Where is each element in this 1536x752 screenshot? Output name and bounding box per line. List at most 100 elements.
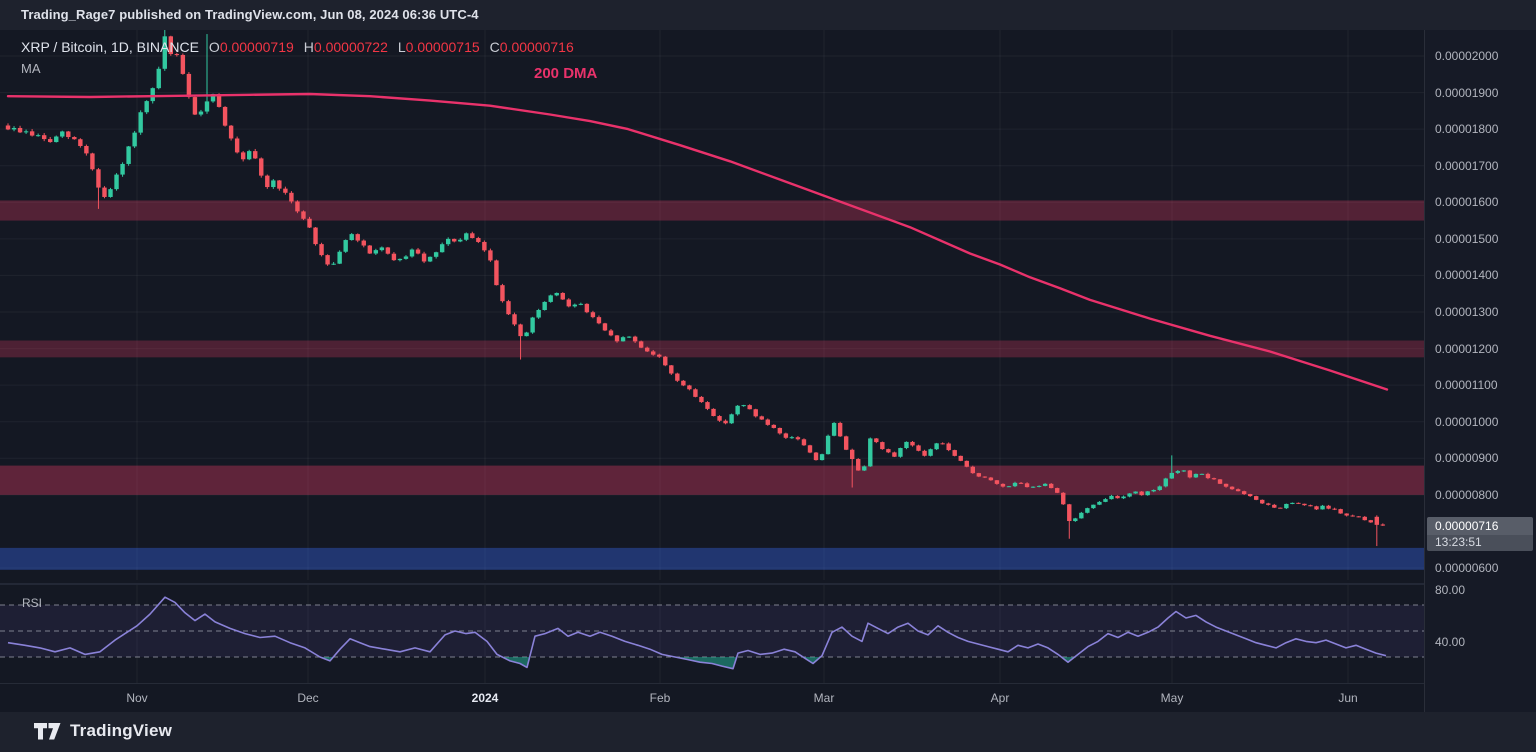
badge-price: 0.00000716 xyxy=(1427,516,1533,535)
candle-body xyxy=(1368,520,1373,523)
candle-body xyxy=(512,314,517,325)
candle-body xyxy=(777,427,783,434)
candle-body xyxy=(1332,508,1337,510)
price-tick-label: 0.00000900 xyxy=(1435,451,1499,466)
candle-body xyxy=(415,249,421,254)
candle-body xyxy=(60,131,65,137)
candle-body xyxy=(385,247,391,254)
candle-body xyxy=(850,449,855,460)
time-label-jun: Jun xyxy=(1338,691,1358,705)
candle-body xyxy=(1193,473,1199,478)
candle-body xyxy=(506,301,511,315)
candle-body xyxy=(1169,472,1174,479)
candle-body xyxy=(439,244,445,253)
time-label-feb: Feb xyxy=(649,691,671,705)
candle-body xyxy=(1061,492,1066,505)
candle-body xyxy=(542,301,547,311)
time-axis[interactable]: Nov Dec 2024 Feb Mar Apr May Jun xyxy=(0,683,1424,713)
time-label-nov: Nov xyxy=(126,691,148,705)
candle-body xyxy=(102,187,107,197)
candle-body xyxy=(126,146,131,164)
candle-body xyxy=(283,188,288,193)
candle-body xyxy=(1091,504,1096,509)
candle-body xyxy=(421,253,427,262)
candle-body xyxy=(397,258,403,261)
candle-body xyxy=(687,385,692,390)
candle-body xyxy=(234,138,240,153)
candle-body xyxy=(464,233,469,240)
candle-body xyxy=(192,97,198,115)
candle-body xyxy=(886,449,891,453)
candle-body xyxy=(295,201,300,212)
candle-body xyxy=(602,323,608,331)
candle-body xyxy=(17,127,23,133)
candle-body xyxy=(1073,518,1078,522)
candle-body xyxy=(1012,482,1018,487)
candle-body xyxy=(952,450,957,456)
candle-body xyxy=(168,36,174,55)
candle-body xyxy=(1048,483,1054,489)
candle-body xyxy=(247,151,252,160)
candle-body xyxy=(819,454,825,461)
candle-body xyxy=(379,247,385,251)
ma-200-line xyxy=(6,92,1389,391)
rsi-pane[interactable] xyxy=(0,583,1424,685)
candle-body xyxy=(916,445,921,451)
candle-body xyxy=(518,324,523,337)
candle-body xyxy=(862,466,867,471)
time-label-mar: Mar xyxy=(813,691,835,705)
candle-body xyxy=(1139,491,1144,496)
candle-body xyxy=(837,422,843,437)
candle-body xyxy=(735,405,740,415)
candle-body xyxy=(904,441,909,449)
candle-body xyxy=(210,94,216,102)
candle-body xyxy=(1308,505,1313,507)
candle-body xyxy=(940,443,945,445)
candle-body xyxy=(548,295,553,302)
candle-body xyxy=(584,303,590,313)
price-pane[interactable] xyxy=(0,30,1424,580)
candle-body xyxy=(1247,494,1253,497)
price-tick-label: 0.00000800 xyxy=(1435,487,1499,502)
candle-body xyxy=(1085,508,1090,513)
candle-body xyxy=(325,255,330,265)
price-tick-label: 0.00001600 xyxy=(1435,195,1499,210)
candle-body xyxy=(301,211,306,219)
candle-body xyxy=(747,405,752,410)
candle-body xyxy=(361,240,366,246)
candle-body xyxy=(1163,478,1168,487)
candle-body xyxy=(1151,489,1156,492)
candle-body xyxy=(1000,483,1006,487)
rsi-indicator-label[interactable]: RSI xyxy=(22,596,43,610)
candle-body xyxy=(445,238,451,245)
candles-layer xyxy=(5,30,1386,547)
candle-body xyxy=(892,452,897,457)
candle-body xyxy=(403,256,409,259)
candle-body xyxy=(657,354,662,357)
candle-body xyxy=(132,132,137,147)
candle-body xyxy=(632,336,638,342)
resistance-zone-3 xyxy=(0,465,1424,495)
candle-body xyxy=(1121,496,1126,499)
tradingview-logo[interactable]: TradingView xyxy=(34,721,172,741)
candle-body xyxy=(198,111,204,115)
candle-body xyxy=(789,437,795,439)
candle-body xyxy=(452,238,457,242)
candle-body xyxy=(29,131,35,136)
candle-body xyxy=(590,312,596,318)
candle-body xyxy=(644,347,650,352)
candle-body xyxy=(41,135,47,140)
candle-body xyxy=(1211,478,1217,480)
candle-body xyxy=(1018,482,1024,484)
candle-body xyxy=(1338,509,1343,514)
candle-body xyxy=(958,455,963,461)
candle-body xyxy=(1042,483,1048,486)
price-axis[interactable]: 0.00000716 13:23:51 0.00002000 0.00001900… xyxy=(1424,30,1536,712)
candle-body xyxy=(1302,503,1307,506)
candle-body xyxy=(1326,505,1331,509)
candle-body xyxy=(723,420,728,424)
candle-body xyxy=(705,402,710,409)
candle-body xyxy=(72,137,77,140)
candle-body xyxy=(1187,470,1193,478)
